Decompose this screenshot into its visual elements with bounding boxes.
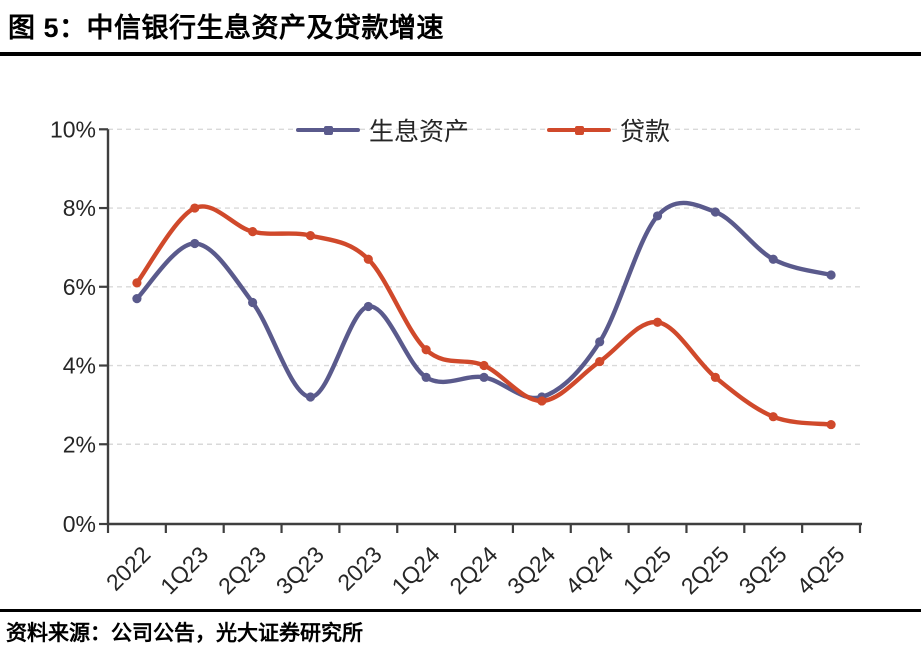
x-tick-label: 1Q24 xyxy=(387,541,445,599)
data-point-marker xyxy=(190,238,200,249)
legend-item-loans: 贷款 xyxy=(547,112,670,148)
y-tick-label: 4% xyxy=(63,353,96,379)
source-divider xyxy=(0,609,921,612)
data-point-marker xyxy=(248,227,258,237)
x-tick-label: 2022 xyxy=(101,541,156,596)
x-tick-label: 2Q25 xyxy=(676,541,734,599)
legend-label-loans: 贷款 xyxy=(620,118,671,146)
data-point-marker xyxy=(363,254,373,264)
title-divider xyxy=(0,52,921,56)
x-tick-label: 1Q25 xyxy=(618,541,676,599)
legend-line-marker-icon xyxy=(547,124,612,136)
x-tick-label: 3Q23 xyxy=(271,541,329,599)
data-point-marker xyxy=(132,278,142,288)
data-point-marker xyxy=(421,345,431,355)
data-point-marker xyxy=(248,297,258,308)
y-tick-label: 0% xyxy=(63,511,96,537)
series-line-1 xyxy=(134,204,834,427)
x-tick-label: 2Q24 xyxy=(444,541,502,599)
data-point-marker xyxy=(652,211,663,221)
data-point-marker xyxy=(479,360,489,371)
data-point-marker xyxy=(826,419,836,430)
x-tick-label: 4Q25 xyxy=(791,541,849,599)
legend-item-interest-earning-assets: 生息资产 xyxy=(296,112,469,148)
y-tick-label: 8% xyxy=(63,195,96,221)
x-tick-label: 2023 xyxy=(332,541,387,596)
data-point-marker xyxy=(768,254,778,264)
x-tick-label: 4Q24 xyxy=(560,541,618,599)
data-point-marker xyxy=(479,372,489,382)
data-point-marker xyxy=(132,293,142,304)
figure-source: 资料来源：公司公告，光大证券研究所 xyxy=(6,622,363,645)
x-tick-label: 3Q24 xyxy=(502,541,560,599)
data-point-marker xyxy=(595,356,605,367)
data-point-marker xyxy=(363,301,373,312)
x-tick-label: 3Q25 xyxy=(734,541,792,599)
x-tick-label: 1Q23 xyxy=(155,541,213,599)
legend-label-interest-earning-assets: 生息资产 xyxy=(369,118,470,146)
data-point-marker xyxy=(305,230,316,241)
data-point-marker xyxy=(421,372,431,382)
y-tick-label: 6% xyxy=(63,274,96,300)
data-point-marker xyxy=(826,270,836,280)
data-point-marker xyxy=(537,396,547,406)
data-point-marker xyxy=(710,372,720,382)
figure-title: 图 5：中信银行生息资产及贷款增速 xyxy=(8,13,445,43)
data-point-marker xyxy=(595,337,605,347)
y-tick-label: 10% xyxy=(50,116,96,142)
data-point-marker xyxy=(768,412,778,422)
legend-line-marker-icon xyxy=(296,124,360,136)
data-point-marker xyxy=(652,317,663,327)
x-tick-label: 2Q23 xyxy=(213,541,271,599)
data-point-marker xyxy=(305,392,316,402)
y-tick-label: 2% xyxy=(63,431,96,457)
chart-legend: 生息资产 贷款 xyxy=(296,112,670,148)
data-point-marker xyxy=(710,207,720,217)
data-point-marker xyxy=(190,203,200,213)
